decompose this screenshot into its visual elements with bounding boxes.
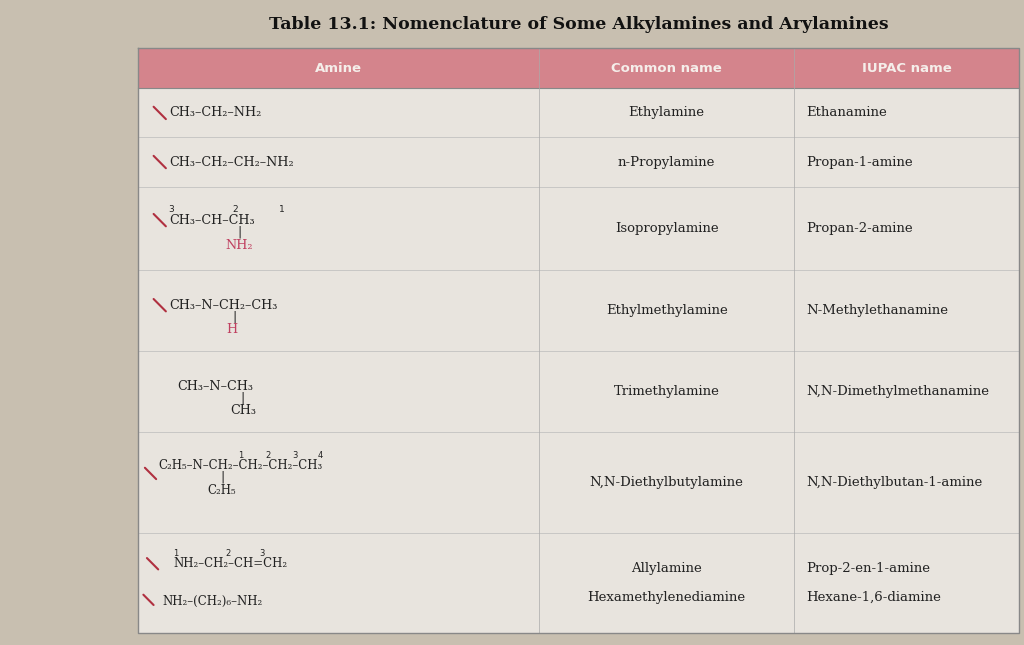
Text: NH₂: NH₂ <box>225 239 253 252</box>
Text: 2: 2 <box>265 451 270 460</box>
Text: Ethylamine: Ethylamine <box>629 106 705 119</box>
Text: NH₂–CH₂–CH=CH₂: NH₂–CH₂–CH=CH₂ <box>173 557 287 570</box>
Text: Ethylmethylamine: Ethylmethylamine <box>606 304 727 317</box>
FancyBboxPatch shape <box>138 186 1019 270</box>
Text: CH₃–CH–CH₃: CH₃–CH–CH₃ <box>169 213 255 226</box>
Text: |: | <box>232 310 237 323</box>
FancyBboxPatch shape <box>138 533 1019 633</box>
Text: N,N-Dimethylmethanamine: N,N-Dimethylmethanamine <box>807 385 989 398</box>
Text: Hexamethylenediamine: Hexamethylenediamine <box>588 591 745 604</box>
Text: C₂H₅–N–CH₂–CH₂–CH₂–CH₃: C₂H₅–N–CH₂–CH₂–CH₂–CH₃ <box>159 459 323 472</box>
Text: Allylamine: Allylamine <box>631 562 702 575</box>
Text: N-Methylethanamine: N-Methylethanamine <box>807 304 948 317</box>
Text: C₂H₅: C₂H₅ <box>208 484 237 497</box>
Text: 2: 2 <box>225 549 230 558</box>
Text: Prop-2-en-1-amine: Prop-2-en-1-amine <box>807 562 931 575</box>
Text: H: H <box>226 323 238 336</box>
Text: |: | <box>220 471 224 484</box>
FancyBboxPatch shape <box>138 88 1019 137</box>
Text: CH₃–CH₂–NH₂: CH₃–CH₂–NH₂ <box>169 106 261 119</box>
Text: 3: 3 <box>259 549 264 558</box>
Text: Ethanamine: Ethanamine <box>807 106 888 119</box>
FancyBboxPatch shape <box>138 432 1019 533</box>
Text: Common name: Common name <box>611 62 722 75</box>
Text: IUPAC name: IUPAC name <box>862 62 951 75</box>
Text: CH₃–N–CH₂–CH₃: CH₃–N–CH₂–CH₃ <box>169 299 278 312</box>
FancyBboxPatch shape <box>138 352 1019 432</box>
Text: |: | <box>241 391 245 404</box>
Text: 1: 1 <box>239 451 244 460</box>
Text: |: | <box>238 226 242 239</box>
Text: Hexane-1,6-diamine: Hexane-1,6-diamine <box>807 591 941 604</box>
Text: Trimethylamine: Trimethylamine <box>613 385 720 398</box>
FancyBboxPatch shape <box>138 270 1019 352</box>
FancyBboxPatch shape <box>138 137 1019 186</box>
Text: CH₃–CH₂–CH₂–NH₂: CH₃–CH₂–CH₂–NH₂ <box>169 155 294 168</box>
Text: CH₃–N–CH₃: CH₃–N–CH₃ <box>177 379 253 393</box>
Text: N,N-Diethylbutan-1-amine: N,N-Diethylbutan-1-amine <box>807 476 983 489</box>
Text: Isopropylamine: Isopropylamine <box>614 222 719 235</box>
Text: CH₃: CH₃ <box>230 404 256 417</box>
Text: Table 13.1: Nomenclature of Some Alkylamines and Arylamines: Table 13.1: Nomenclature of Some Alkylam… <box>268 16 889 33</box>
Text: N,N-Diethylbutylamine: N,N-Diethylbutylamine <box>590 476 743 489</box>
Text: 1: 1 <box>279 204 285 213</box>
Text: n-Propylamine: n-Propylamine <box>617 155 716 168</box>
Text: Propan-1-amine: Propan-1-amine <box>807 155 913 168</box>
Text: 3: 3 <box>292 451 297 460</box>
Text: NH₂–(CH₂)₆–NH₂: NH₂–(CH₂)₆–NH₂ <box>163 595 263 608</box>
Text: 4: 4 <box>317 451 323 460</box>
FancyBboxPatch shape <box>138 48 1019 88</box>
Text: Amine: Amine <box>315 62 362 75</box>
Text: 3: 3 <box>168 204 174 213</box>
Text: 1: 1 <box>173 549 178 558</box>
Text: Propan-2-amine: Propan-2-amine <box>807 222 913 235</box>
Text: 2: 2 <box>232 204 238 213</box>
